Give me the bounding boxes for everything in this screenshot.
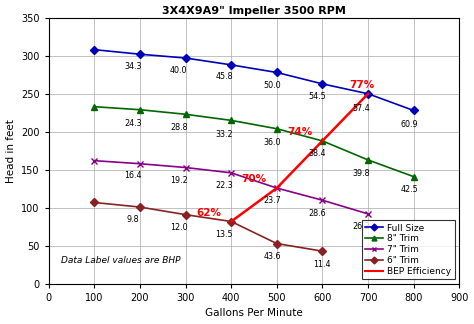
Legend: Full Size, 8" Trim, 7" Trim, 6" Trim, BEP Efficiency: Full Size, 8" Trim, 7" Trim, 6" Trim, BE… (362, 220, 455, 279)
Text: 62%: 62% (196, 208, 221, 218)
Full Size (411, 109, 417, 112)
Text: 11.4: 11.4 (313, 260, 330, 269)
Text: 28.8: 28.8 (170, 123, 188, 132)
BEP Efficiency (319, 139, 325, 143)
Text: 19.2: 19.2 (170, 176, 188, 185)
Full Size (319, 82, 325, 86)
7" Trim (319, 198, 325, 202)
Text: 60.9: 60.9 (400, 120, 418, 129)
7" Trim (91, 159, 97, 163)
7" Trim (228, 171, 234, 175)
Full Size (365, 92, 371, 96)
6" Trim (183, 213, 189, 217)
Text: 28.6: 28.6 (308, 209, 326, 218)
8" Trim (91, 105, 97, 109)
8" Trim (137, 108, 143, 112)
8" Trim (274, 127, 280, 131)
Text: 57.4: 57.4 (352, 104, 370, 113)
Text: 34.3: 34.3 (124, 62, 142, 71)
8" Trim (183, 112, 189, 116)
8" Trim (365, 158, 371, 162)
7" Trim (137, 162, 143, 166)
Text: 43.6: 43.6 (264, 252, 281, 261)
7" Trim (183, 166, 189, 169)
Text: 9.8: 9.8 (127, 215, 139, 224)
Full Size (137, 52, 143, 56)
8" Trim (411, 175, 417, 179)
Text: 22.3: 22.3 (216, 181, 233, 190)
6" Trim (91, 201, 97, 204)
6" Trim (228, 220, 234, 224)
Text: 45.8: 45.8 (216, 73, 233, 81)
Text: 26.2: 26.2 (352, 222, 370, 231)
Line: 8" Trim: 8" Trim (91, 103, 417, 180)
Text: 38.4: 38.4 (308, 149, 326, 158)
X-axis label: Gallons Per Minute: Gallons Per Minute (205, 308, 303, 318)
Text: 77%: 77% (349, 80, 374, 90)
Line: BEP Efficiency: BEP Efficiency (231, 94, 368, 222)
6" Trim (274, 242, 280, 246)
Text: 24.3: 24.3 (124, 119, 142, 128)
Full Size (228, 63, 234, 67)
Title: 3X4X9A9" Impeller 3500 RPM: 3X4X9A9" Impeller 3500 RPM (162, 6, 346, 16)
BEP Efficiency (274, 186, 280, 190)
Text: 33.2: 33.2 (216, 130, 233, 138)
Full Size (274, 71, 280, 75)
Text: 36.0: 36.0 (264, 138, 281, 147)
Line: Full Size: Full Size (91, 47, 417, 113)
7" Trim (365, 212, 371, 216)
Text: 74%: 74% (287, 127, 312, 137)
Full Size (183, 56, 189, 60)
Text: Data Label values are BHP: Data Label values are BHP (61, 256, 181, 265)
Text: 42.5: 42.5 (400, 185, 418, 194)
Text: 12.0: 12.0 (170, 223, 188, 232)
8" Trim (319, 139, 325, 143)
Line: 6" Trim: 6" Trim (91, 200, 325, 254)
Text: 39.8: 39.8 (352, 169, 370, 178)
7" Trim (274, 186, 280, 190)
8" Trim (228, 119, 234, 122)
Y-axis label: Head in feet: Head in feet (6, 119, 16, 183)
BEP Efficiency (228, 220, 234, 224)
Text: 13.5: 13.5 (216, 230, 233, 239)
BEP Efficiency (365, 92, 371, 96)
Text: 54.5: 54.5 (308, 92, 326, 101)
Text: 16.4: 16.4 (124, 171, 142, 180)
6" Trim (319, 249, 325, 253)
6" Trim (137, 205, 143, 209)
Text: 50.0: 50.0 (264, 81, 281, 90)
Text: 23.7: 23.7 (264, 196, 281, 205)
Full Size (91, 48, 97, 52)
Line: 7" Trim: 7" Trim (91, 157, 372, 217)
Text: 40.0: 40.0 (170, 66, 188, 75)
Text: 70%: 70% (242, 174, 267, 184)
